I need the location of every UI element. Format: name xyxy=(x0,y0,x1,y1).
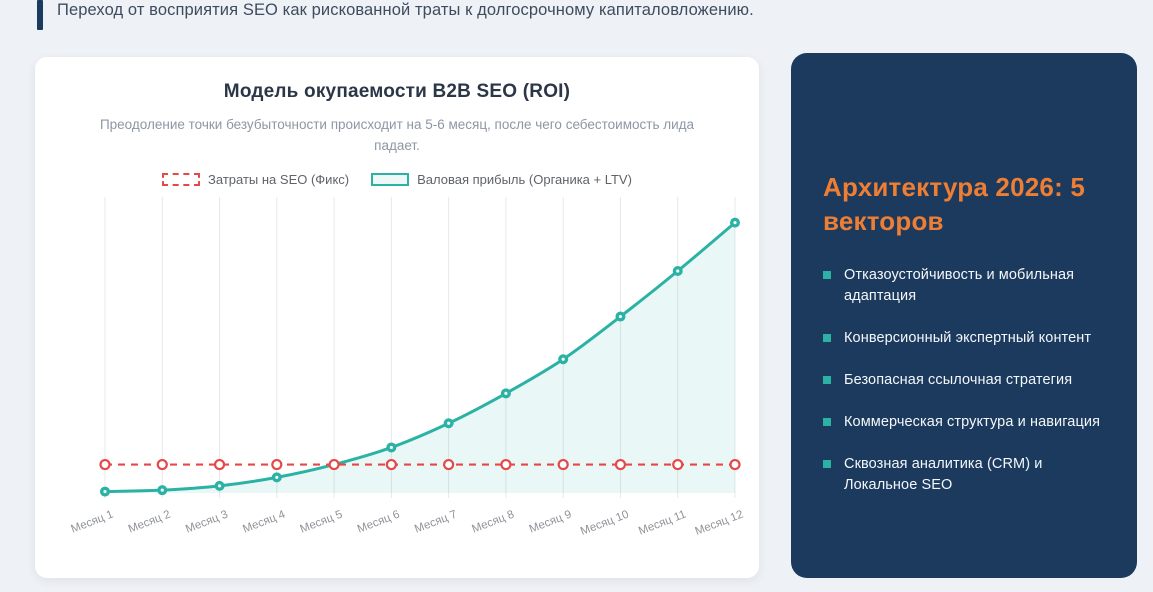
chart-legend: Затраты на SEO (Фикс) Валовая прибыль (О… xyxy=(35,172,759,187)
vector-list-item: Коммерческая структура и навигация xyxy=(823,412,1105,433)
roi-line-chart[interactable]: Месяц 1 Месяц 2 Месяц 3 Месяц 4 Месяц 5 Месяц… xyxy=(47,193,747,551)
intro-quote-text: Переход от восприятия SEO как рискованно… xyxy=(57,1,754,19)
chart-subtitle: Преодоление точки безубыточности происхо… xyxy=(99,117,695,153)
x-axis-labels: Месяц 1 Месяц 2 Месяц 3 Месяц 4 Месяц 5 Месяц… xyxy=(69,508,745,538)
quote-accent-bar xyxy=(37,0,43,30)
svg-text:Месяц 12: Месяц 12 xyxy=(693,508,745,537)
architecture-card: Архитектура 2026: 5 векторов Отказоустой… xyxy=(791,53,1137,578)
gridlines xyxy=(104,196,736,498)
svg-text:Месяц 4: Месяц 4 xyxy=(241,508,287,535)
svg-text:Месяц 6: Месяц 6 xyxy=(356,508,402,535)
legend-item-costs[interactable]: Затраты на SEO (Фикс) xyxy=(162,172,349,187)
vector-list: Отказоустойчивость и мобильная адаптация… xyxy=(823,265,1105,496)
svg-text:Месяц 5: Месяц 5 xyxy=(299,508,345,535)
architecture-card-title: Архитектура 2026: 5 векторов xyxy=(823,172,1086,237)
square-bullet-icon xyxy=(823,333,831,342)
costs-dashed-swatch-icon xyxy=(162,172,201,186)
vector-list-item: Безопасная ссылочная стратегия xyxy=(823,370,1105,391)
profit-area-fill xyxy=(105,222,735,493)
square-bullet-icon xyxy=(823,270,831,279)
legend-profit-label: Валовая прибыль (Органика + LTV) xyxy=(417,171,632,187)
legend-item-profit[interactable]: Валовая прибыль (Органика + LTV) xyxy=(371,172,632,187)
costs-points xyxy=(99,458,741,470)
legend-costs-label: Затраты на SEO (Фикс) xyxy=(208,171,350,187)
svg-text:Месяц 8: Месяц 8 xyxy=(470,508,516,535)
svg-text:Месяц 7: Месяц 7 xyxy=(413,508,459,535)
svg-text:Месяц 2: Месяц 2 xyxy=(127,508,173,535)
svg-text:Месяц 3: Месяц 3 xyxy=(184,508,230,535)
roi-chart-card: Модель окупаемости B2B SEO (ROI) Преодол… xyxy=(35,57,759,578)
profit-solid-swatch-icon xyxy=(371,172,410,186)
vector-list-item: Отказоустойчивость и мобильная адаптация xyxy=(823,265,1105,307)
svg-text:Месяц 9: Месяц 9 xyxy=(528,508,574,535)
square-bullet-icon xyxy=(823,375,831,384)
square-bullet-icon xyxy=(823,417,831,426)
profit-points xyxy=(100,217,740,497)
vector-item-label: Конверсионный экспертный контент xyxy=(844,329,1092,346)
svg-text:Месяц 11: Месяц 11 xyxy=(637,508,688,537)
square-bullet-icon xyxy=(823,459,831,468)
vector-item-label: Отказоустойчивость и мобильная адаптация xyxy=(844,266,1075,304)
intro-quote: Переход от восприятия SEO как рискованно… xyxy=(37,0,754,30)
chart-title: Модель окупаемости B2B SEO (ROI) xyxy=(223,81,571,102)
svg-text:Месяц 1: Месяц 1 xyxy=(69,508,115,535)
vector-item-label: Коммерческая структура и навигация xyxy=(844,413,1101,430)
vector-list-item: Конверсионный экспертный контент xyxy=(823,328,1105,349)
vector-item-label: Безопасная ссылочная стратегия xyxy=(844,371,1073,388)
vector-list-item: Сквозная аналитика (CRM) и Локальное SEO xyxy=(823,454,1105,496)
svg-text:Месяц 10: Месяц 10 xyxy=(579,508,631,537)
vector-item-label: Сквозная аналитика (CRM) и Локальное SEO xyxy=(844,455,1043,493)
